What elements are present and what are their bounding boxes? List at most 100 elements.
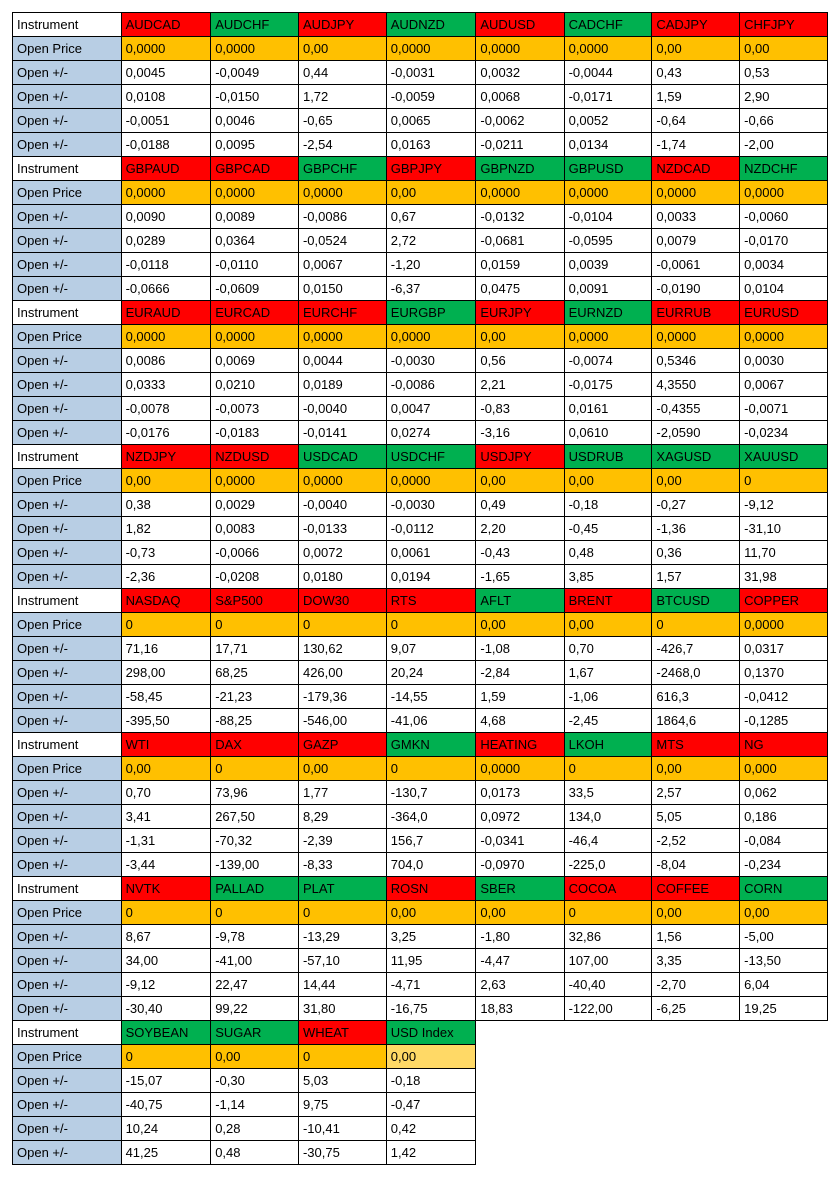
open-pm-cell: -31,10 — [740, 517, 828, 541]
open-pm-cell: 10,24 — [121, 1117, 211, 1141]
open-pm-cell: -15,07 — [121, 1069, 211, 1093]
open-pm-cell: 0,0068 — [476, 85, 564, 109]
open-pm-cell: 0,70 — [564, 637, 652, 661]
row-label: Open Price — [13, 613, 122, 637]
instrument-header: EURNZD — [564, 301, 652, 325]
open-pm-cell: 0,5346 — [652, 349, 740, 373]
open-pm-cell: 0,0134 — [564, 133, 652, 157]
open-pm-row: Open +/-0,02890,0364-0,05242,72-0,0681-0… — [13, 229, 828, 253]
instrument-header: USD Index — [386, 1021, 476, 1045]
row-label: Open +/- — [13, 925, 122, 949]
open-price-cell: 0 — [211, 901, 299, 925]
instrument-header: NZDJPY — [121, 445, 211, 469]
open-pm-cell: 1,59 — [652, 85, 740, 109]
open-pm-cell: 107,00 — [564, 949, 652, 973]
open-pm-cell: 99,22 — [211, 997, 299, 1021]
open-pm-cell: 3,41 — [121, 805, 211, 829]
open-pm-cell: -546,00 — [298, 709, 386, 733]
open-pm-cell: 0,0189 — [298, 373, 386, 397]
open-price-cell: 0,0000 — [211, 181, 299, 205]
open-pm-cell: -0,45 — [564, 517, 652, 541]
open-price-cell: 0,00 — [298, 757, 386, 781]
open-pm-row: Open +/-71,1617,71130,629,07-1,080,70-42… — [13, 637, 828, 661]
open-pm-cell: 0,0039 — [564, 253, 652, 277]
open-pm-cell: -225,0 — [564, 853, 652, 877]
open-price-cell: 0,0000 — [740, 181, 828, 205]
open-pm-cell: 0,0086 — [121, 349, 211, 373]
instrument-header: WTI — [121, 733, 211, 757]
row-label: Open +/- — [13, 973, 122, 997]
open-price-cell: 0,00 — [211, 1045, 299, 1069]
instrument-header: AUDCHF — [211, 13, 299, 37]
open-price-cell: 0,0000 — [740, 613, 828, 637]
open-price-cell: 0 — [121, 1045, 211, 1069]
open-pm-cell: 0,0210 — [211, 373, 299, 397]
instrument-header: GMKN — [386, 733, 476, 757]
open-price-cell: 0,0000 — [298, 469, 386, 493]
open-pm-row: Open +/--3,44-139,00-8,33704,0-0,0970-22… — [13, 853, 828, 877]
open-pm-cell: 0,1370 — [740, 661, 828, 685]
open-pm-cell: 0,0033 — [652, 205, 740, 229]
open-pm-cell: 0,38 — [121, 493, 211, 517]
instrument-header: USDCAD — [298, 445, 386, 469]
open-pm-cell: 17,71 — [211, 637, 299, 661]
open-pm-cell: 2,21 — [476, 373, 564, 397]
row-label: Instrument — [13, 877, 122, 901]
open-pm-cell: -0,0071 — [740, 397, 828, 421]
open-pm-cell: 0,0065 — [386, 109, 476, 133]
instrument-header: BRENT — [564, 589, 652, 613]
open-pm-cell: 130,62 — [298, 637, 386, 661]
open-pm-cell: 0,0317 — [740, 637, 828, 661]
open-pm-cell: 0,0083 — [211, 517, 299, 541]
instrument-row: InstrumentGBPAUDGBPCADGBPCHFGBPJPYGBPNZD… — [13, 157, 828, 181]
instrument-header: GBPJPY — [386, 157, 476, 181]
row-label: Open +/- — [13, 829, 122, 853]
instrument-header: LKOH — [564, 733, 652, 757]
open-price-row: Open Price00000,000,0000,0000 — [13, 613, 828, 637]
instrument-header: AUDCAD — [121, 13, 211, 37]
open-pm-cell: -0,66 — [740, 109, 828, 133]
open-pm-cell: -0,0188 — [121, 133, 211, 157]
open-pm-cell: -179,36 — [298, 685, 386, 709]
open-pm-row: Open +/--30,4099,2231,80-16,7518,83-122,… — [13, 997, 828, 1021]
open-pm-cell: 0,0061 — [386, 541, 476, 565]
open-pm-cell: 32,86 — [564, 925, 652, 949]
open-pm-cell: 0,44 — [298, 61, 386, 85]
instrument-header: NZDCAD — [652, 157, 740, 181]
open-pm-row: Open +/--0,0078-0,0073-0,00400,0047-0,83… — [13, 397, 828, 421]
open-pm-cell: 0,48 — [211, 1141, 299, 1165]
open-pm-cell: -4,47 — [476, 949, 564, 973]
open-price-cell: 0 — [121, 613, 211, 637]
open-pm-cell: 0,56 — [476, 349, 564, 373]
open-pm-cell: 0,0194 — [386, 565, 476, 589]
instrument-header: DAX — [211, 733, 299, 757]
open-price-cell: 0,00 — [386, 1045, 476, 1069]
row-label: Open +/- — [13, 1093, 122, 1117]
instrument-header: WHEAT — [298, 1021, 386, 1045]
open-pm-cell: -30,75 — [298, 1141, 386, 1165]
open-pm-cell: 156,7 — [386, 829, 476, 853]
open-pm-cell: -1,20 — [386, 253, 476, 277]
row-label: Open +/- — [13, 61, 122, 85]
open-pm-cell: -2468,0 — [652, 661, 740, 685]
open-price-cell: 0 — [386, 757, 476, 781]
open-pm-cell: -0,30 — [211, 1069, 299, 1093]
open-pm-cell: -0,0970 — [476, 853, 564, 877]
open-pm-cell: -2,70 — [652, 973, 740, 997]
open-pm-cell: 0,49 — [476, 493, 564, 517]
instrument-header: CHFJPY — [740, 13, 828, 37]
open-price-row: Open Price00,0000,00 — [13, 1045, 828, 1069]
row-label: Instrument — [13, 733, 122, 757]
open-price-cell: 0,0000 — [211, 325, 299, 349]
open-price-cell: 0,00 — [476, 325, 564, 349]
row-label: Open +/- — [13, 205, 122, 229]
open-pm-row: Open +/-0,380,0029-0,0040-0,00300,49-0,1… — [13, 493, 828, 517]
row-label: Open +/- — [13, 421, 122, 445]
open-price-cell: 0 — [740, 469, 828, 493]
open-price-cell: 0,0000 — [564, 37, 652, 61]
row-label: Open +/- — [13, 685, 122, 709]
open-pm-cell: 2,57 — [652, 781, 740, 805]
open-pm-cell: -0,18 — [564, 493, 652, 517]
open-price-cell: 0,00 — [652, 37, 740, 61]
instrument-header: EURRUB — [652, 301, 740, 325]
